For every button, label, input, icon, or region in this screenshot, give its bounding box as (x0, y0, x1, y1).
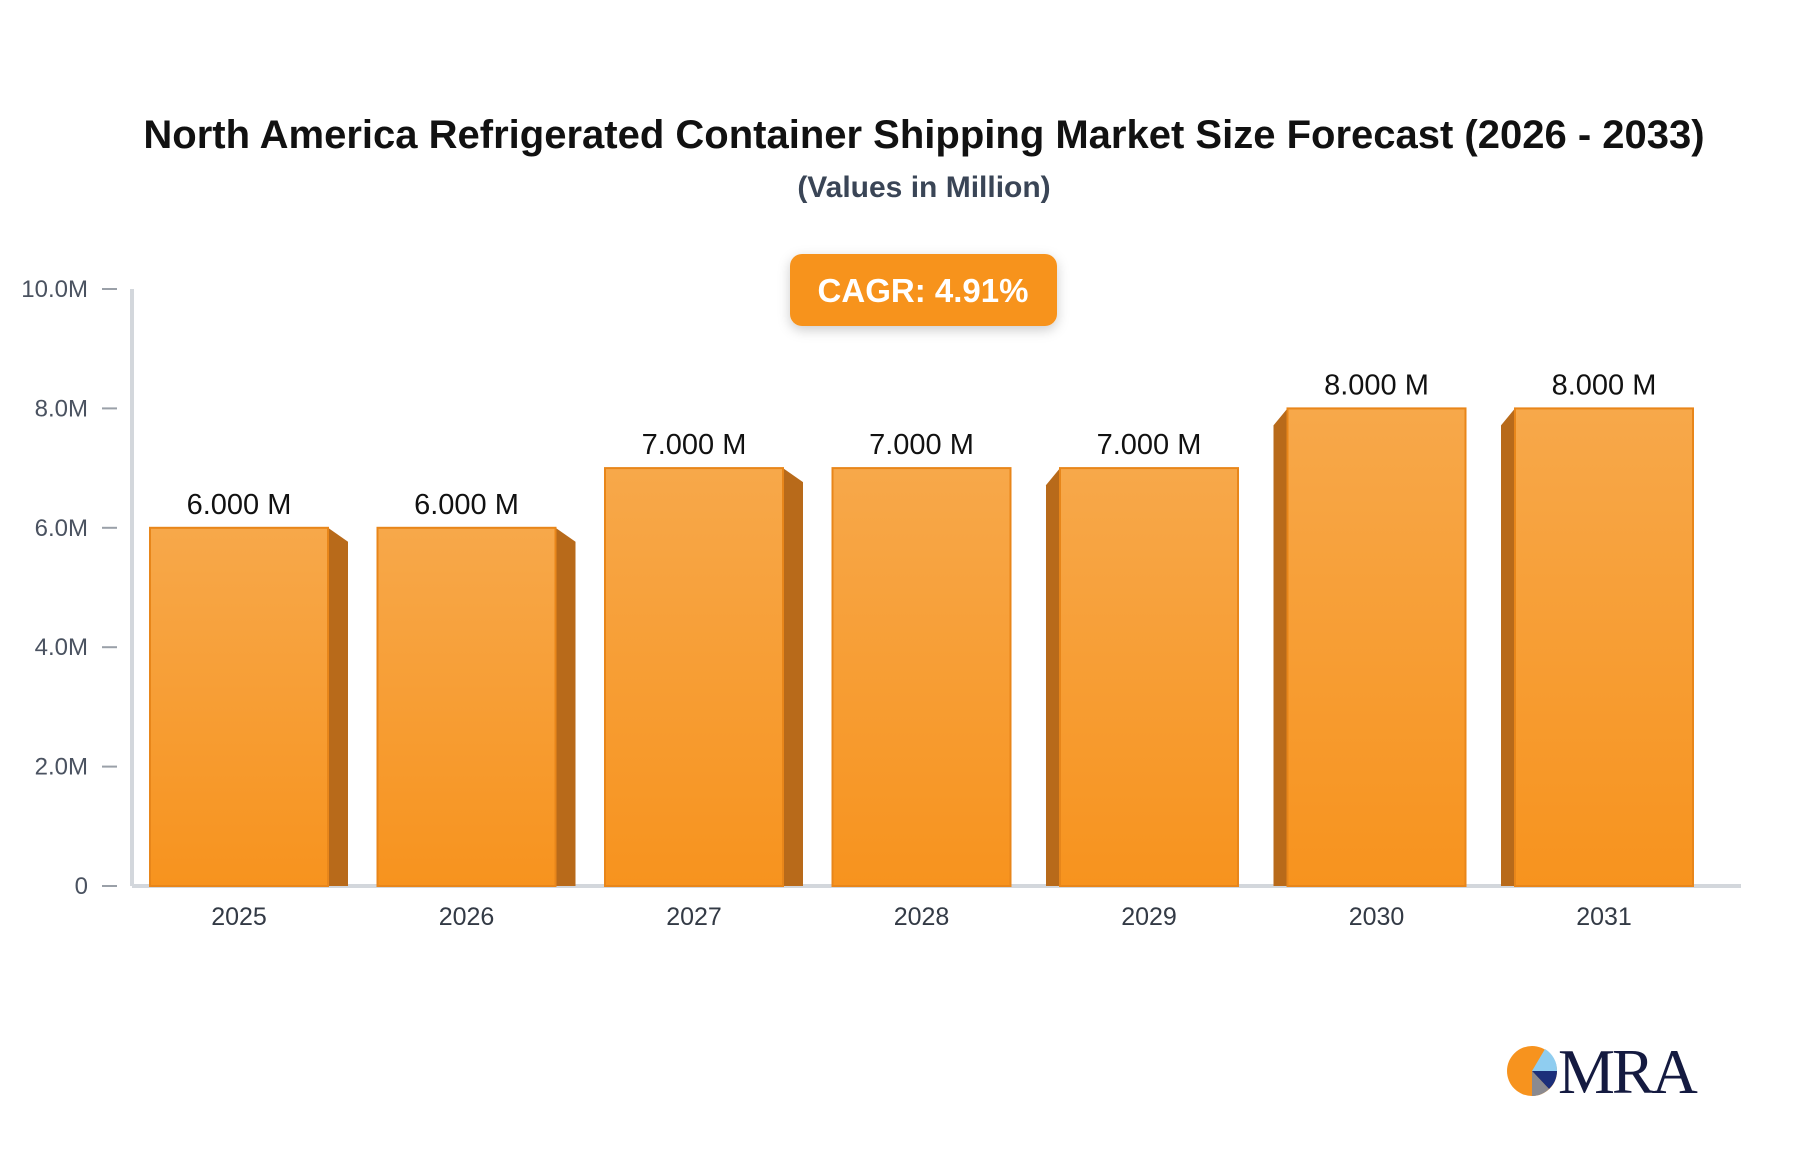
bar-side (1046, 468, 1060, 886)
bar-2031 (1514, 407, 1694, 887)
data-label: 7.000 M (1097, 429, 1202, 461)
bar-side (1501, 408, 1515, 886)
x-tick-label: 2025 (211, 903, 267, 931)
bar-side (1273, 408, 1288, 886)
chart-title: North America Refrigerated Container Shi… (143, 113, 1704, 157)
bar-2030 (1286, 407, 1467, 887)
y-tick-label: 4.0M (35, 634, 88, 661)
data-label: 6.000 M (187, 489, 292, 521)
y-tick-label: 2.0M (35, 754, 88, 781)
y-tick-label: 8.0M (35, 395, 88, 422)
cagr-label: CAGR: 4.91% (818, 272, 1029, 309)
bar-2028 (831, 467, 1012, 887)
x-tick-label: 2026 (439, 903, 495, 931)
y-tick-label: 0 (75, 873, 88, 900)
x-tick-label: 2030 (1349, 903, 1405, 931)
x-tick-label: 2029 (1121, 903, 1177, 931)
bar-2026 (376, 526, 557, 887)
y-tick-label: 10.0M (21, 276, 88, 303)
bar-side (328, 527, 348, 886)
bar-2025 (149, 526, 329, 887)
bar-side (555, 527, 576, 886)
chart-subtitle: (Values in Million) (797, 171, 1050, 204)
data-label: 7.000 M (869, 429, 974, 461)
bar-2029 (1059, 467, 1239, 887)
mra-logo: MRA (1507, 1036, 1701, 1107)
bar-side (783, 468, 803, 886)
data-label: 7.000 M (642, 429, 747, 461)
data-label: 8.000 M (1324, 369, 1429, 401)
data-label: 6.000 M (414, 489, 519, 521)
cagr-badge: CAGR: 4.91% (790, 254, 1057, 326)
bar-2027 (604, 467, 784, 887)
logo-text: MRA (1558, 1036, 1698, 1107)
x-tick-label: 2028 (894, 903, 950, 931)
x-tick-label: 2031 (1576, 903, 1632, 931)
y-tick-label: 6.0M (35, 515, 88, 542)
data-label: 8.000 M (1552, 369, 1657, 401)
x-tick-label: 2027 (666, 903, 722, 931)
